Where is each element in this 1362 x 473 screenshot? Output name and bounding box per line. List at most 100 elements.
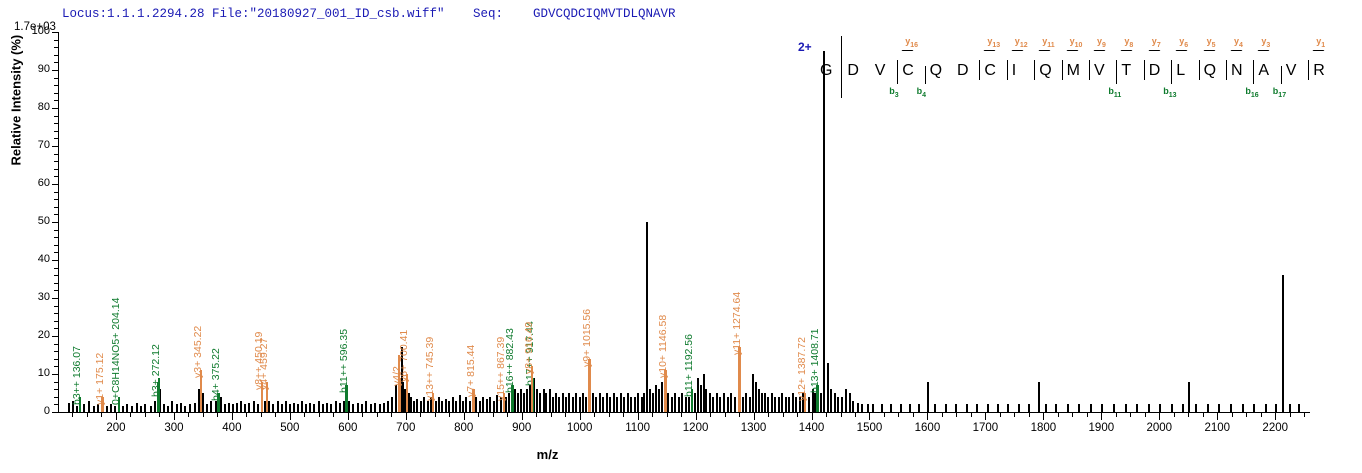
annotated-peak-b [218, 393, 220, 412]
x-axis-tick-label: 2100 [1204, 422, 1231, 434]
y-ion-cut-mark [1034, 60, 1036, 80]
x-axis-tick-label: 1500 [856, 422, 883, 434]
peak [122, 406, 124, 412]
residue: I [1011, 62, 1017, 79]
x-axis-minor-tick [493, 413, 494, 417]
x-axis-minor-tick [1087, 413, 1088, 417]
y-axis-minor-tick [54, 169, 58, 170]
peak [150, 406, 152, 412]
annotated-peak-y [432, 393, 434, 412]
y-axis-minor-tick [54, 138, 58, 139]
x-axis-tick [174, 413, 175, 420]
peak [343, 401, 345, 412]
peak [413, 401, 415, 412]
peak [788, 397, 790, 412]
peak [918, 404, 920, 412]
residue: V [874, 62, 886, 79]
peak [391, 397, 393, 412]
x-axis-minor-tick [1072, 413, 1073, 417]
x-axis-tick-label: 1000 [566, 422, 593, 434]
peak [335, 401, 337, 412]
peak [529, 385, 531, 412]
peak [136, 403, 138, 413]
residue: L [1176, 62, 1186, 79]
peak [909, 404, 911, 412]
annotated-peak-b [118, 397, 120, 412]
x-axis-tick-label: 700 [396, 422, 416, 434]
peak [767, 397, 769, 412]
y-axis-tick [52, 336, 58, 337]
x-axis-minor-tick [159, 413, 160, 417]
peak [469, 401, 471, 412]
annotated-peak [816, 385, 818, 412]
peak [301, 401, 303, 412]
peak [423, 397, 425, 412]
peak [514, 389, 516, 412]
residue: A [1258, 62, 1270, 79]
y-axis-minor-tick [54, 245, 58, 246]
residue: N [1231, 62, 1243, 79]
peak [97, 404, 99, 412]
peak [752, 374, 754, 412]
x-axis-minor-tick [478, 413, 479, 417]
x-axis-tick-label: 500 [280, 422, 300, 434]
residue: R [1313, 62, 1325, 79]
residue: D [1148, 62, 1161, 79]
peak [253, 401, 255, 412]
x-axis-tick [638, 413, 639, 420]
peak [572, 397, 574, 412]
peak [674, 393, 676, 412]
residue: G [820, 62, 833, 79]
x-axis-minor-tick [435, 413, 436, 417]
x-axis-minor-tick [1014, 413, 1015, 417]
peak [293, 403, 295, 413]
x-axis-minor-tick [551, 413, 552, 417]
peak [616, 397, 618, 412]
y-axis-minor-tick [54, 154, 58, 155]
x-axis-tick-label: 1900 [1088, 422, 1115, 434]
y-axis-minor-tick [54, 359, 58, 360]
x-axis-minor-tick [623, 413, 624, 417]
peak [849, 393, 851, 412]
peak [72, 401, 74, 412]
residue: M [1066, 62, 1080, 79]
peak [357, 403, 359, 413]
annotated-peak-y [261, 382, 263, 412]
x-axis-tick [116, 413, 117, 420]
peak [1171, 404, 1173, 412]
peak [778, 397, 780, 412]
peak-label: b3+ 272.12 [150, 344, 162, 397]
x-axis-tick [985, 413, 986, 420]
residue: D [957, 62, 969, 79]
residue: V [1285, 62, 1297, 79]
peak [154, 401, 156, 412]
peak [1148, 404, 1150, 412]
peak [106, 406, 108, 412]
y-ion-label: y4 [1234, 36, 1243, 49]
peak [678, 397, 680, 412]
y-ion-tick [1028, 50, 1051, 62]
y-axis-line [58, 32, 59, 413]
peak [820, 393, 822, 412]
y-axis-tick-label: 50 [37, 215, 50, 227]
peak [703, 374, 705, 412]
y-axis-minor-tick [54, 328, 58, 329]
y-axis-minor-tick [54, 93, 58, 94]
x-axis-minor-tick [188, 413, 189, 417]
peak-label: b3++ 136.07 [71, 346, 83, 405]
peak [712, 397, 714, 412]
peak-label: b16++ 882.43 [504, 328, 516, 393]
peak [867, 404, 869, 412]
peak [623, 397, 625, 412]
x-axis-minor-tick [898, 413, 899, 417]
peak [823, 51, 825, 412]
peak [272, 404, 274, 412]
x-axis-tick [522, 413, 523, 420]
y-ion-label: y11 [1042, 36, 1055, 49]
peak [462, 401, 464, 412]
y-axis-minor-tick [54, 78, 58, 79]
x-axis-minor-tick [956, 413, 957, 417]
peak [420, 401, 422, 412]
y-axis-minor-tick [54, 366, 58, 367]
